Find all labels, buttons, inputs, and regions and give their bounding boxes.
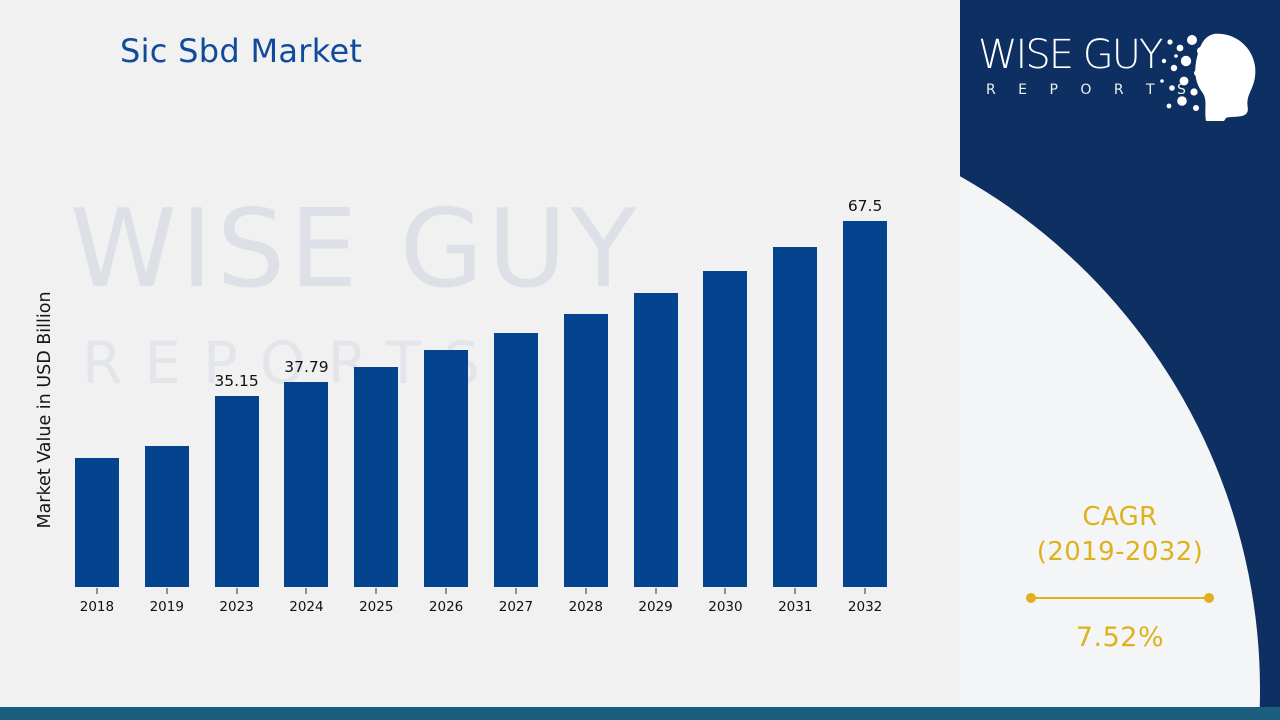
- bar-2031: [773, 246, 818, 587]
- x-axis-tick-2019: [166, 588, 168, 594]
- x-axis-label-2019: 2019: [149, 599, 184, 615]
- bar-value-label-2032: 67.5: [847, 196, 883, 215]
- x-axis-tick-2032: [864, 588, 866, 594]
- head-silhouette-icon: [1160, 33, 1256, 121]
- bar-group-2026: 2026: [424, 180, 469, 615]
- chart-panel: Sic Sbd Market WISE GUY REPORTS Market V…: [30, 32, 900, 615]
- divider-dot-left: [1026, 593, 1036, 604]
- divider-line: [1032, 597, 1208, 599]
- cagr-label: CAGR: [1082, 502, 1158, 532]
- bar-2028: [563, 313, 608, 587]
- bar-2029: [633, 292, 678, 587]
- x-axis-tick-2026: [445, 588, 447, 594]
- page-title: Sic Sbd Market: [120, 32, 363, 70]
- x-axis-label-2030: 2030: [708, 599, 743, 615]
- brand-logo-secondary: R E P O R T S: [986, 82, 1195, 98]
- brand-panel: WISE GUY R E P O R T S: [960, 0, 1280, 707]
- x-axis-tick-2028: [585, 588, 587, 594]
- bar-2032: [843, 220, 888, 587]
- bar-2030: [703, 271, 748, 587]
- x-axis-tick-2029: [655, 588, 657, 594]
- brand-logo-primary: WISE GUY: [978, 32, 1163, 78]
- x-axis-tick-2030: [724, 588, 726, 594]
- bar-2026: [424, 350, 469, 587]
- cagr-value: 7.52%: [1075, 622, 1165, 654]
- bar-group-2027: 2027: [493, 180, 538, 615]
- bar-series: 2018 2019 35.15 2023 37.79 2024 2025 2026 2027 20…: [62, 180, 900, 615]
- bar-group-2032: 67.5 2032: [843, 180, 888, 615]
- divider-dot-right: [1204, 593, 1214, 604]
- bar-group-2025: 2025: [354, 180, 399, 615]
- x-axis-label-2025: 2025: [359, 599, 394, 615]
- cagr-period: (2019-2032): [1036, 537, 1204, 568]
- x-axis-label-2028: 2028: [568, 599, 603, 615]
- bar-group-2019: 2019: [144, 180, 189, 615]
- x-axis-tick-2025: [375, 588, 377, 594]
- bar-group-2028: 2028: [563, 180, 608, 615]
- x-axis-label-2031: 2031: [778, 599, 813, 615]
- bar-group-2024: 37.79 2024: [284, 180, 329, 615]
- x-axis-label-2029: 2029: [638, 599, 673, 615]
- cagr-divider: [1026, 592, 1214, 604]
- bar-2025: [354, 366, 399, 587]
- x-axis-label-2026: 2026: [428, 599, 464, 615]
- bar-2018: [74, 458, 119, 587]
- x-axis-tick-2023: [236, 588, 238, 594]
- x-axis-tick-2024: [305, 588, 307, 594]
- x-axis-label-2027: 2027: [498, 599, 534, 615]
- bar-group-2023: 35.15 2023: [214, 180, 259, 615]
- bar-2023: [214, 396, 259, 587]
- x-axis-label-2024: 2024: [289, 599, 324, 615]
- bottom-strip: [0, 707, 1280, 720]
- plot-area: 2018 2019 35.15 2023 37.79 2024 2025 2026 2027 20…: [62, 180, 900, 615]
- bar-2019: [144, 445, 189, 587]
- bar-value-label-2024: 37.79: [284, 357, 329, 376]
- bar-group-2030: 2030: [703, 180, 748, 615]
- bar-group-2029: 2029: [633, 180, 678, 615]
- bar-2024: [284, 381, 329, 587]
- bar-group-2018: 2018: [74, 180, 119, 615]
- bar-value-label-2023: 35.15: [214, 372, 259, 391]
- x-axis-label-2032: 2032: [847, 599, 883, 615]
- y-axis-label: Market Value in USD Billion: [35, 291, 55, 529]
- bar-2027: [493, 332, 538, 587]
- bar-group-2031: 2031: [773, 180, 818, 615]
- x-axis-tick-2027: [515, 588, 517, 594]
- x-axis-label-2023: 2023: [219, 599, 254, 615]
- cagr-block: CAGR (2019-2032) 7.52%: [960, 500, 1280, 653]
- x-axis-label-2018: 2018: [79, 599, 115, 615]
- x-axis-tick-2018: [96, 588, 98, 594]
- x-axis-tick-2031: [794, 588, 796, 594]
- brand-logo: WISE GUY R E P O R T S: [968, 26, 1272, 121]
- y-axis-label-wrapper: Market Value in USD Billion: [30, 235, 60, 585]
